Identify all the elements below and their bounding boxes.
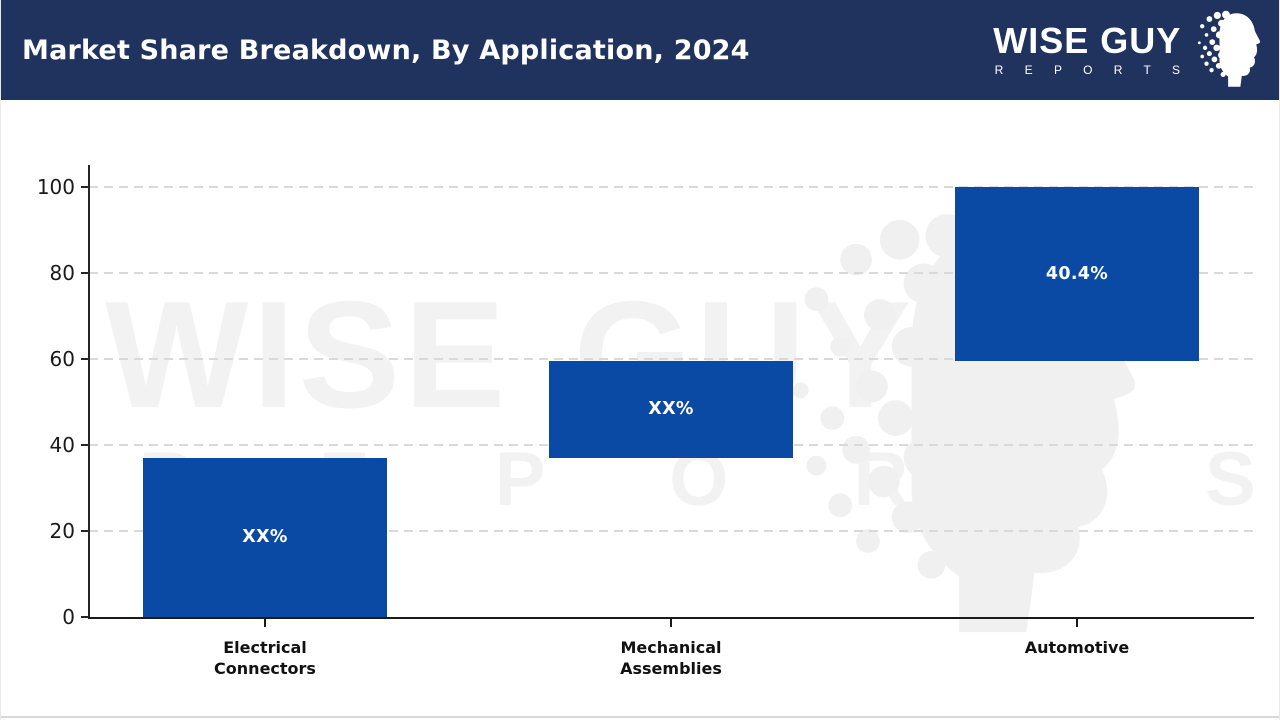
x-category-label-line: Automotive	[1024, 638, 1130, 657]
gridline-20	[89, 530, 1254, 532]
bar-value-label: XX%	[648, 399, 694, 420]
bar-electrical-connectors: XX%	[143, 457, 387, 617]
y-axis-tick-60	[81, 358, 89, 360]
y-axis-tick-label-80: 80	[49, 261, 75, 285]
report-header: Market Share Breakdown, By Application, …	[1, 0, 1279, 100]
x-axis-tick-2	[1076, 619, 1078, 627]
bar-mechanical-assemblies: XX%	[549, 360, 793, 458]
x-axis-tick-0	[264, 619, 266, 627]
y-axis-tick-0	[81, 616, 89, 618]
chart-title: Market Share Breakdown, By Application, …	[22, 34, 750, 66]
x-axis-tick-1	[670, 619, 672, 627]
x-category-label-2: Automotive	[927, 637, 1227, 658]
x-category-label-line: Mechanical	[620, 638, 722, 657]
x-category-label-line: Assemblies	[620, 659, 722, 678]
y-axis-tick-100	[81, 186, 89, 188]
wiseguy-logo-text: WISE GUY R E P O R T S	[986, 20, 1189, 78]
bar-automotive: 40.4%	[955, 187, 1199, 361]
y-axis-tick-label-100: 100	[36, 175, 75, 199]
x-category-label-0: Electrical Connectors	[115, 637, 415, 679]
gridline-100	[89, 186, 1254, 188]
gridline-80	[89, 272, 1254, 274]
y-axis-line	[88, 165, 90, 619]
wiseguy-logo-secondary-text: R E P O R T S	[994, 63, 1189, 77]
y-axis-tick-80	[81, 272, 89, 274]
y-axis-tick-20	[81, 530, 89, 532]
y-axis-tick-label-0: 0	[62, 605, 75, 629]
wiseguy-logo: WISE GUY R E P O R T S	[986, 10, 1279, 90]
x-axis-line	[88, 617, 1254, 619]
bar-value-label: 40.4%	[1045, 263, 1109, 284]
wiseguy-logo-face-icon	[1197, 10, 1261, 87]
x-category-label-line: Connectors	[214, 659, 316, 678]
page-bottom-divider	[1, 716, 1279, 718]
y-axis-tick-label-20: 20	[49, 519, 75, 543]
y-axis-tick-label-60: 60	[49, 347, 75, 371]
x-category-label-line: Electrical	[223, 638, 307, 657]
y-axis-tick-40	[81, 444, 89, 446]
y-axis-tick-label-40: 40	[49, 433, 75, 457]
gridline-60	[89, 358, 1254, 360]
wiseguy-logo-primary-text: WISE GUY	[993, 20, 1182, 61]
bar-value-label: XX%	[242, 527, 288, 548]
x-category-label-1: Mechanical Assemblies	[521, 637, 821, 679]
